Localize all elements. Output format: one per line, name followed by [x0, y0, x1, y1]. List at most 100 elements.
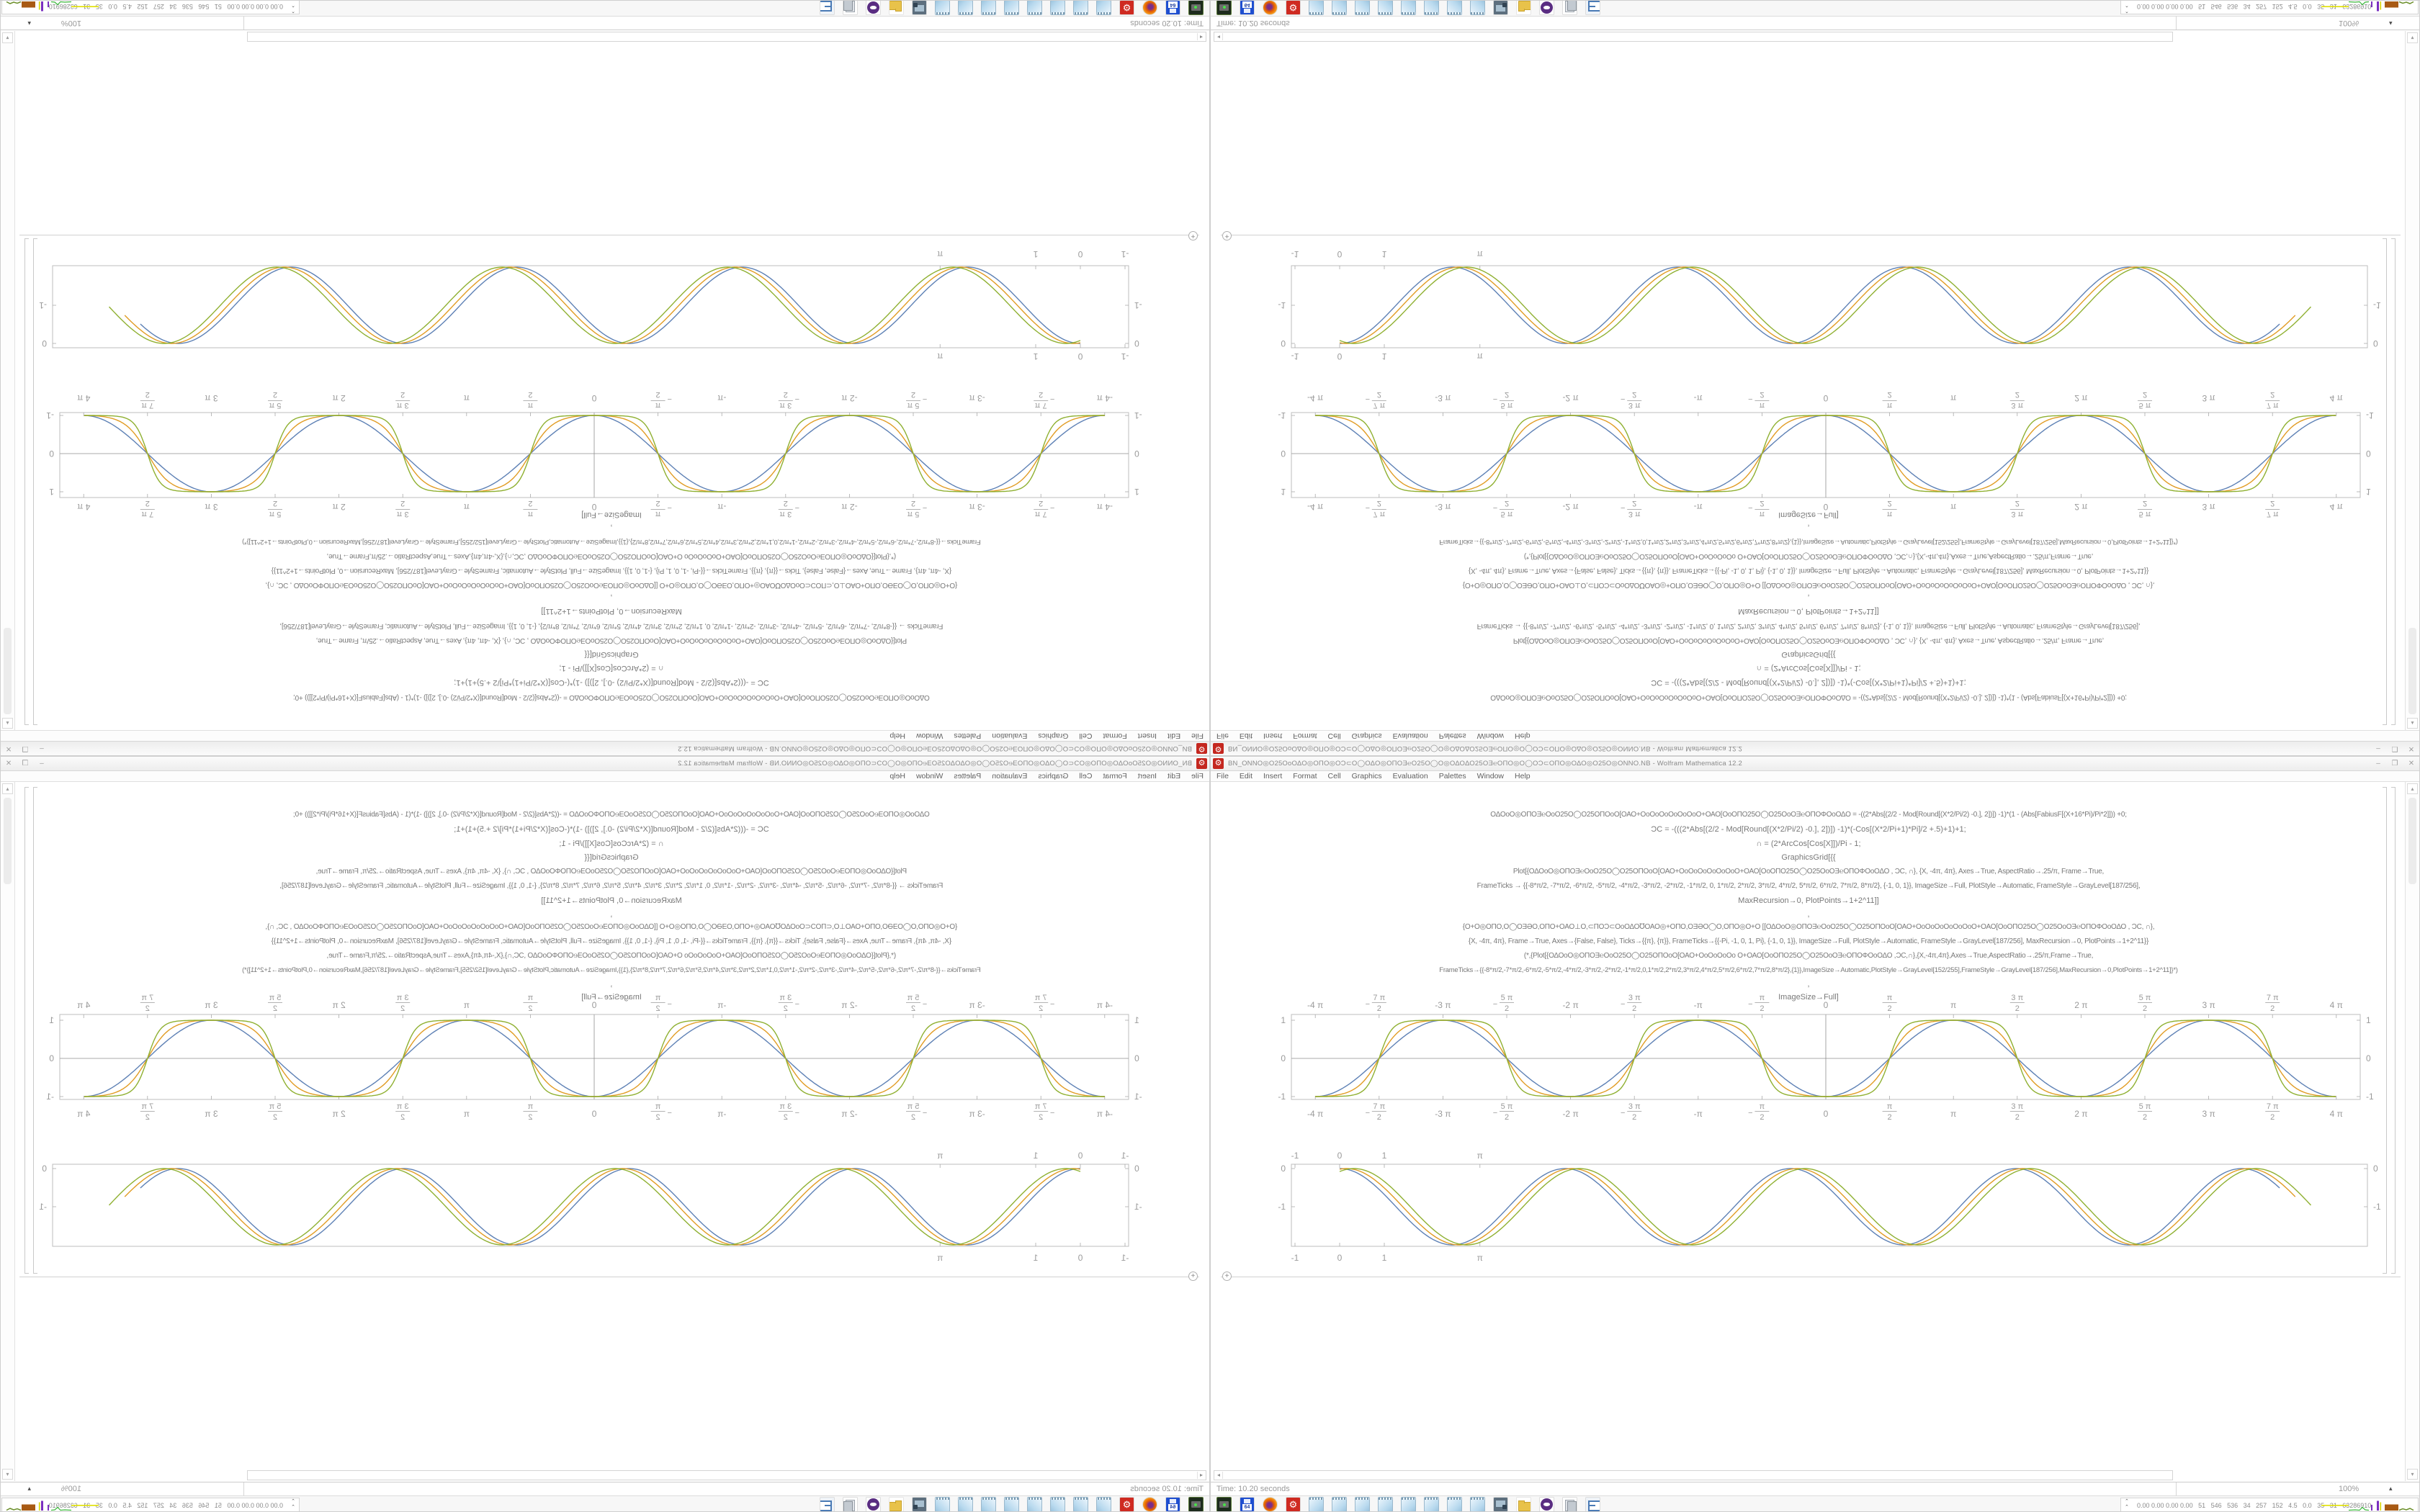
menu-item-evaluation[interactable]: Evaluation	[992, 732, 1028, 740]
scroll-up-icon[interactable]: ▴	[2, 718, 13, 729]
menu-item-file[interactable]: File	[1191, 732, 1204, 740]
taskbar-icon-notepad[interactable]	[1332, 1497, 1347, 1511]
monitor-expander-icon[interactable]: ⌃ ⌃	[2125, 1499, 2129, 1510]
taskbar-icon-screen-share[interactable]	[1493, 1497, 1508, 1511]
scroll-down-icon[interactable]: ▾	[2, 1469, 13, 1480]
taskbar-icon-notepad[interactable]	[1447, 1497, 1462, 1511]
menu-item-palettes[interactable]: Palettes	[1438, 772, 1466, 780]
taskbar-icon-wolfram-gear[interactable]: ⚙	[1286, 1497, 1301, 1511]
code-line-4[interactable]: Plot[{ΟΔΟοΟ◎ΟΠΟƎ℮ΟοΟ25Ο◯Ο25ΟΠΟοΟ[ΟΑΟ+ΟοΟ…	[1512, 636, 2105, 644]
code-line-10[interactable]: (*,{Plot[{ΟΔΟοΟ◎ΟΠΟƎ℮ΟοΟ25Ο◯Ο25ΟΠΟοΟ[ΟΑΟ…	[326, 552, 897, 560]
scroll-up-icon[interactable]: ▴	[2, 783, 13, 794]
code-line-9[interactable]: {X, -4π, 4π}, Frame→True, Axes→{False, F…	[271, 937, 952, 945]
taskbar-icon-notepad[interactable]	[958, 1497, 973, 1512]
minimize-button[interactable]: –	[40, 760, 44, 768]
cell-bracket-inner[interactable]	[33, 787, 37, 1274]
taskbar-icon-folder[interactable]	[1516, 1497, 1531, 1511]
taskbar-icon-floppy-64[interactable]: 64	[1240, 1497, 1255, 1511]
code-line-7[interactable]: ,	[1807, 593, 1810, 602]
vertical-scroll-thumb[interactable]	[4, 628, 12, 714]
taskbar-icon-notepad[interactable]	[1073, 1497, 1088, 1512]
taskbar-icon-window-switcher[interactable]	[1585, 0, 1600, 15]
code-line-7[interactable]: ,	[610, 593, 613, 602]
magnification-menu-icon[interactable]: ▴	[27, 20, 31, 27]
window-titlebar[interactable]: ⚙ ΒΝ_ΟΝΝΟ◎Ο25ΟοΟΔΟ◎ΟΠΟ◎ΟƆ⊂Ο◯ΟΔΟ◎ΟΠΟƎ℮Ο25…	[0, 741, 1209, 755]
taskbar-icon-notepad[interactable]	[1004, 0, 1019, 15]
menu-item-file[interactable]: File	[1191, 772, 1204, 780]
code-line-13[interactable]: ImageSize→Full]	[1778, 510, 1839, 519]
menu-item-window[interactable]: Window	[915, 772, 944, 780]
vertical-scroll-thumb[interactable]	[2408, 628, 2416, 714]
menu-item-graphics[interactable]: Graphics	[1038, 732, 1069, 740]
magnification-level[interactable]: 100%	[2339, 19, 2360, 27]
code-line-8[interactable]: {Ο+Ο◎ΟΠΟ,Ο◯ΟƎƏΟ,ΟΠΟ+ΟΑΟ⊥Ο,⊂ΠΟƆ⊂ΟοΟΔΟ℧ΟΑΟ…	[1462, 923, 2155, 931]
code-line-0[interactable]: ΟΔΟοΟ◎ΟΠΟƎ℮ΟοΟ25Ο◯Ο25ΟΠΟοΟ[ΟΑΟ+ΟοΟοΟοΟοΟ…	[1490, 811, 2127, 819]
close-button[interactable]: ✕	[2408, 760, 2415, 768]
code-line-13[interactable]: ImageSize→Full]	[1778, 993, 1839, 1002]
scroll-down-icon[interactable]: ▾	[2407, 32, 2418, 43]
menu-item-palettes[interactable]: Palettes	[954, 732, 982, 740]
close-button[interactable]: ✕	[5, 744, 12, 752]
taskbar-icon-floppy-64[interactable]: 64	[1165, 0, 1180, 15]
window-titlebar[interactable]: ⚙ ΒΝ_ΟΝΝΟ◎Ο25ΟοΟΔΟ◎ΟΠΟ◎ΟƆ⊂Ο◯ΟΔΟ◎ΟΠΟƎ℮Ο25…	[0, 757, 1209, 771]
monitor-expander-icon[interactable]: ⌃ ⌃	[291, 2, 295, 13]
menu-item-format[interactable]: Format	[1293, 732, 1317, 740]
code-line-3[interactable]: GraphicsGrid[{{	[1781, 853, 1836, 862]
taskbar-icon-notepad[interactable]	[1096, 0, 1111, 15]
taskbar-icon-notepad[interactable]	[1096, 1497, 1111, 1512]
code-line-0[interactable]: ΟΔΟοΟ◎ΟΠΟƎ℮ΟοΟ25Ο◯Ο25ΟΠΟοΟ[ΟΑΟ+ΟοΟοΟοΟοΟ…	[293, 693, 930, 701]
taskbar-icon-notepad[interactable]	[1332, 0, 1347, 15]
restore-button[interactable]: ❐	[2391, 760, 2398, 768]
taskbar-icon-capture-tool[interactable]	[1188, 1497, 1204, 1512]
taskbar-icon-notepad[interactable]	[935, 1497, 950, 1512]
taskbar-icon-notepad[interactable]	[1004, 1497, 1019, 1512]
horizontal-scrollbar[interactable]: ◂	[247, 1470, 1206, 1480]
taskbar-icon-folder[interactable]	[889, 1497, 904, 1512]
taskbar-icon-floppy-64[interactable]: 64	[1240, 0, 1255, 15]
code-line-8[interactable]: {Ο+Ο◎ΟΠΟ,Ο◯ΟƎƏΟ,ΟΠΟ+ΟΑΟ⊥Ο,⊂ΠΟƆ⊂ΟοΟΔΟ℧ΟΑΟ…	[265, 923, 958, 931]
vertical-scroll-thumb[interactable]	[2408, 798, 2416, 884]
taskbar-icon-notepad[interactable]	[1309, 1497, 1324, 1511]
taskbar-icon-folder[interactable]	[889, 0, 904, 15]
taskbar-icon-wolfram-gear[interactable]: ⚙	[1119, 1497, 1134, 1512]
magnification-menu-icon[interactable]: ▴	[27, 1485, 31, 1492]
code-line-12[interactable]: ,	[1807, 523, 1810, 532]
code-line-4[interactable]: Plot[{ΟΔΟοΟ◎ΟΠΟƎ℮ΟοΟ25Ο◯Ο25ΟΠΟοΟ[ΟΑΟ+ΟοΟ…	[315, 868, 908, 876]
magnification-level[interactable]: 100%	[2339, 1485, 2360, 1493]
taskbar-icon-documents[interactable]	[843, 0, 858, 15]
taskbar-icon-screen-share[interactable]	[912, 1497, 927, 1512]
menu-item-file[interactable]: File	[1216, 772, 1229, 780]
code-line-2[interactable]: ∩ = (2*ArcCos[Cos[X]])/Pi - 1;	[1756, 840, 1861, 848]
taskbar-icon-notepad[interactable]	[1378, 0, 1393, 15]
vertical-scroll-thumb[interactable]	[4, 798, 12, 884]
taskbar-icon-firefox[interactable]	[1142, 0, 1157, 15]
code-line-3[interactable]: GraphicsGrid[{{	[584, 650, 639, 659]
code-line-10[interactable]: (*,{Plot[{ΟΔΟοΟ◎ΟΠΟƎ℮ΟοΟ25Ο◯Ο25ΟΠΟοΟ[ΟΑΟ…	[1523, 552, 2094, 560]
menu-item-window[interactable]: Window	[1476, 732, 1505, 740]
code-line-12[interactable]: ,	[1807, 980, 1810, 989]
taskbar-icon-firefox[interactable]	[1263, 1497, 1278, 1511]
cell-insert-plus-icon[interactable]: +	[1188, 1272, 1198, 1281]
taskbar-icon-notepad[interactable]	[1470, 0, 1485, 15]
taskbar-icon-capture-tool[interactable]	[1188, 0, 1204, 15]
cell-bracket-inner[interactable]	[2383, 787, 2387, 1274]
code-line-8[interactable]: {Ο+Ο◎ΟΠΟ,Ο◯ΟƎƏΟ,ΟΠΟ+ΟΑΟ⊥Ο,⊂ΠΟƆ⊂ΟοΟΔΟ℧ΟΑΟ…	[265, 581, 958, 589]
taskbar-icon-window-switcher[interactable]	[1585, 1497, 1600, 1511]
menu-item-window[interactable]: Window	[1476, 772, 1505, 780]
code-line-4[interactable]: Plot[{ΟΔΟοΟ◎ΟΠΟƎ℮ΟοΟ25Ο◯Ο25ΟΠΟοΟ[ΟΑΟ+ΟοΟ…	[315, 636, 908, 644]
menu-item-palettes[interactable]: Palettes	[954, 772, 982, 780]
taskbar-icon-notepad[interactable]	[1050, 1497, 1065, 1512]
taskbar-icon-documents[interactable]	[1562, 1497, 1577, 1511]
close-button[interactable]: ✕	[5, 760, 12, 768]
scroll-left-icon[interactable]: ◂	[1197, 33, 1205, 40]
scroll-left-icon[interactable]: ◂	[1197, 1472, 1205, 1479]
vertical-scrollbar[interactable]: ▴ ▾	[1, 31, 15, 730]
taskbar-icon-documents[interactable]	[843, 1497, 858, 1512]
menu-item-help[interactable]: Help	[889, 732, 905, 740]
menu-item-palettes[interactable]: Palettes	[1438, 732, 1466, 740]
minimize-button[interactable]: –	[2376, 760, 2380, 768]
horizontal-scrollbar[interactable]: ◂	[1214, 1470, 2173, 1480]
code-line-8[interactable]: {Ο+Ο◎ΟΠΟ,Ο◯ΟƎƏΟ,ΟΠΟ+ΟΑΟ⊥Ο,⊂ΠΟƆ⊂ΟοΟΔΟ℧ΟΑΟ…	[1462, 581, 2155, 589]
minimize-button[interactable]: –	[40, 744, 44, 752]
code-line-4[interactable]: Plot[{ΟΔΟοΟ◎ΟΠΟƎ℮ΟοΟ25Ο◯Ο25ΟΠΟοΟ[ΟΑΟ+ΟοΟ…	[1512, 868, 2105, 876]
